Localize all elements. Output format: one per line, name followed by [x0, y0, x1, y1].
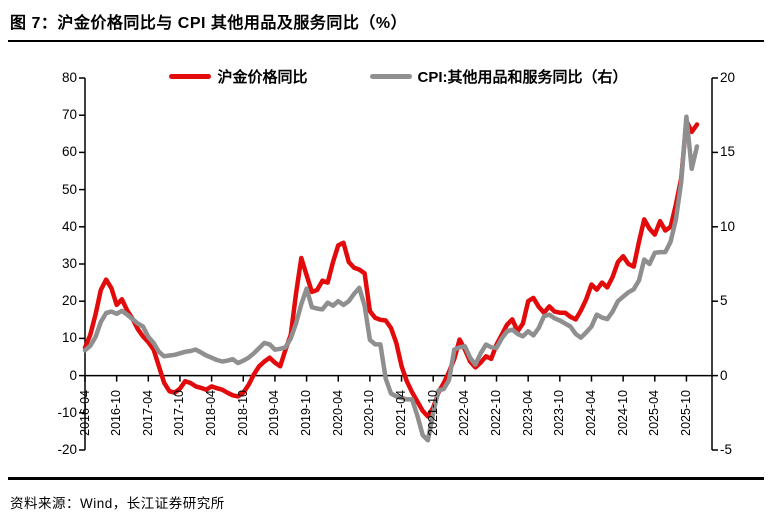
right-axis-tick-label: 0: [720, 367, 728, 383]
figure-title: 图 7：沪金价格同比与 CPI 其他用品及服务同比（%）: [10, 15, 408, 32]
legend-item-gold-yoy: 沪金价格同比: [169, 66, 308, 87]
legend-line-gray-icon: [369, 74, 412, 79]
x-axis-tick-label: 2020-10: [362, 389, 377, 436]
legend-label-gold-yoy: 沪金价格同比: [217, 69, 308, 86]
left-axis-tick-label: 40: [61, 218, 77, 234]
x-axis-tick-label: 2021-10: [425, 389, 440, 436]
source-note: 资料来源：Wind，长江证券研究所: [10, 496, 225, 511]
x-axis-tick-label: 2018-04: [204, 389, 219, 436]
left-axis-tick-label: 50: [61, 181, 77, 197]
x-axis-tick-label: 2017-04: [140, 389, 155, 436]
left-axis-tick-label: 20: [61, 293, 77, 309]
series-line-gold-yoy: [82, 118, 700, 419]
x-axis-tick-label: 2024-10: [615, 389, 630, 436]
x-axis-tick-label: 2016-04: [77, 389, 92, 436]
left-axis-tick-label: -20: [57, 442, 77, 457]
line-chart: 沪金价格同比 CPI:其他用品和服务同比（右） 80 70 60 50 40 30 20 10…: [0, 44, 772, 474]
right-axis-tick-label: 20: [720, 70, 736, 85]
x-axis-tick-label: 2023-10: [552, 389, 567, 436]
x-axis-tick-label: 2018-10: [235, 389, 250, 436]
left-axis-tick-label: 30: [61, 256, 77, 271]
legend-label-cpi-yoy: CPI:其他用品和服务同比（右）: [417, 69, 628, 86]
left-axis-tick-label: 80: [61, 70, 77, 85]
x-axis-tick-label: 2021-04: [394, 389, 409, 436]
right-axis-tick-label: 10: [720, 218, 736, 234]
left-axis-tick-label: 70: [61, 107, 77, 123]
chart-legend: 沪金价格同比 CPI:其他用品和服务同比（右）: [85, 66, 712, 87]
x-axis-tick-label: 2025-10: [678, 389, 693, 436]
x-axis-tick-label: 2019-10: [299, 389, 314, 436]
x-axis-tick-label: 2022-10: [489, 389, 504, 436]
x-axis-tick-label: 2023-04: [520, 389, 535, 436]
left-axis-tick-label: 10: [61, 330, 77, 346]
x-axis-tick-label: 2016-10: [109, 389, 124, 436]
footer-divider-rule: [8, 477, 764, 480]
right-axis-tick-label: -5: [720, 442, 733, 457]
series-line-cpi-yoy: [82, 114, 700, 443]
right-axis-tick-label: 5: [720, 293, 728, 309]
x-axis-tick-label: 2019-04: [267, 389, 282, 436]
x-axis-tick-label: 2020-04: [330, 389, 345, 436]
x-axis-tick-label: 2025-04: [647, 389, 662, 436]
x-axis-tick-label: 2024-04: [583, 389, 598, 436]
x-axis-tick-label: 2022-04: [457, 389, 472, 436]
x-axis-tick-label: 2017-10: [172, 389, 187, 436]
left-axis-tick-label: -10: [57, 404, 77, 420]
title-divider-rule: [8, 40, 764, 42]
left-axis-tick-label: 0: [69, 367, 77, 383]
right-axis-tick-label: 15: [720, 144, 736, 160]
legend-item-cpi-yoy: CPI:其他用品和服务同比（右）: [369, 66, 628, 87]
chart-canvas: [79, 77, 718, 451]
legend-line-red-icon: [169, 74, 212, 79]
left-axis-tick-label: 60: [61, 144, 77, 160]
